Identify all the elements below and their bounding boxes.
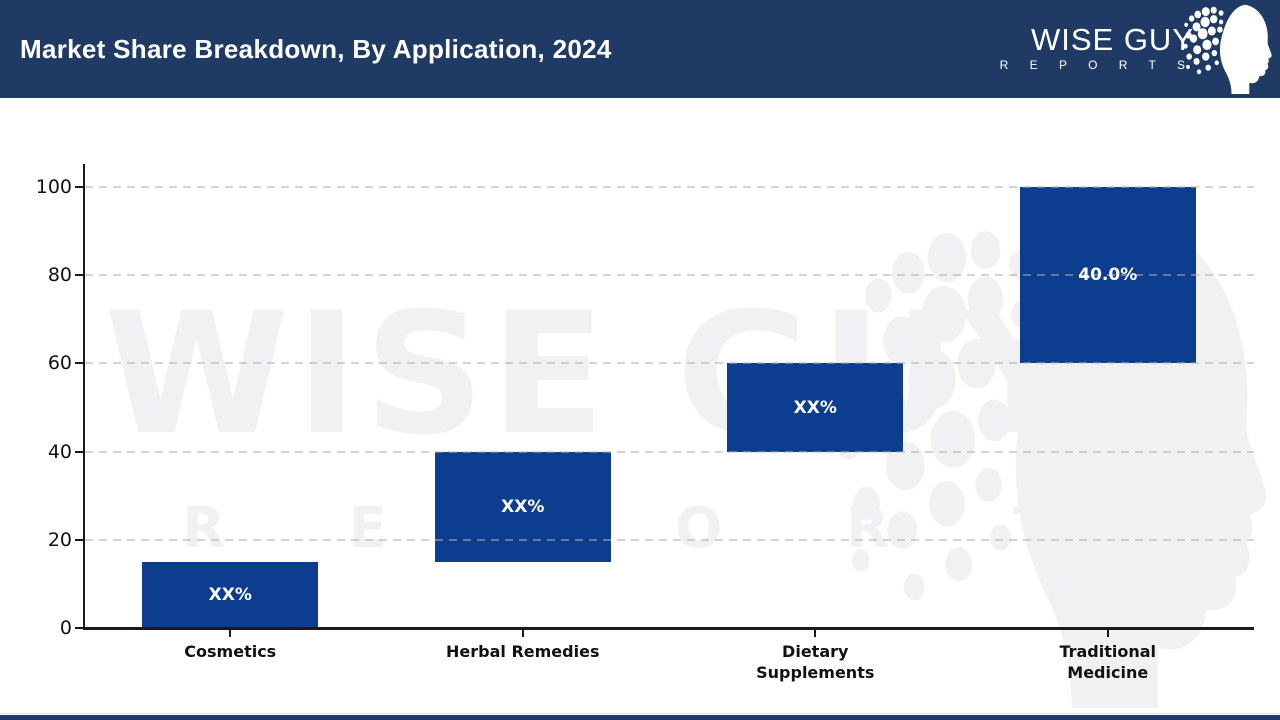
y-tick-40 [75, 450, 83, 453]
x-tick-0 [229, 630, 232, 637]
x-category-label: Dietary Supplements [756, 642, 875, 682]
y-tick-20 [75, 538, 83, 541]
y-tick-label-100: 100 [35, 176, 72, 198]
x-tick-3 [1106, 630, 1109, 637]
y-tick-label-60: 60 [47, 352, 72, 375]
brand-logo-text: WISE GUY R E P O R T S [999, 22, 1194, 73]
y-tick-label-0: 0 [59, 617, 72, 639]
footer-separator [0, 713, 1280, 714]
bar-value-label: XX% [501, 496, 545, 517]
page-title: Market Share Breakdown, By Application, … [20, 33, 612, 64]
gridline-80 [85, 274, 1254, 277]
bar-herbal-remedies [434, 451, 611, 562]
gridline-20 [85, 538, 1254, 541]
brand-logo: WISE GUY R E P O R T S [1000, 0, 1272, 98]
gridline-100 [85, 186, 1254, 188]
x-category-label: Traditional Medicine [1059, 642, 1157, 682]
y-tick-80 [75, 274, 83, 277]
y-tick-100 [75, 186, 83, 188]
x-tick-1 [521, 630, 524, 637]
y-tick-label-40: 40 [47, 440, 72, 463]
bar-value-label: XX% [793, 397, 837, 418]
x-tick-2 [814, 630, 817, 637]
footer-bar [0, 715, 1280, 720]
brand-subtitle: R E P O R T S [999, 58, 1194, 72]
y-tick-label-20: 20 [47, 528, 72, 551]
waterfall-chart: WISE GUY R E P O R T S XX% XX% XX% 40.0% 0 20… [0, 98, 1280, 713]
y-axis-line [83, 164, 85, 630]
brand-face-icon [1183, 4, 1272, 94]
gridline-60 [85, 362, 1254, 365]
y-tick-label-80: 80 [47, 264, 72, 287]
gridline-40 [85, 450, 1254, 453]
y-tick-60 [75, 362, 83, 365]
y-tick-0 [75, 627, 83, 629]
bar-value-label: 40.0% [1078, 265, 1138, 286]
header-bar: Market Share Breakdown, By Application, … [0, 0, 1280, 98]
bar-value-label: XX% [208, 584, 252, 605]
bar-dietary-supplements [727, 363, 904, 452]
brand-name: WISE GUY [1030, 22, 1194, 57]
bar-cosmetics [142, 561, 319, 628]
x-axis-line [83, 627, 1254, 630]
x-category-label: Herbal Remedies [446, 642, 600, 661]
x-category-label: Cosmetics [184, 642, 277, 661]
